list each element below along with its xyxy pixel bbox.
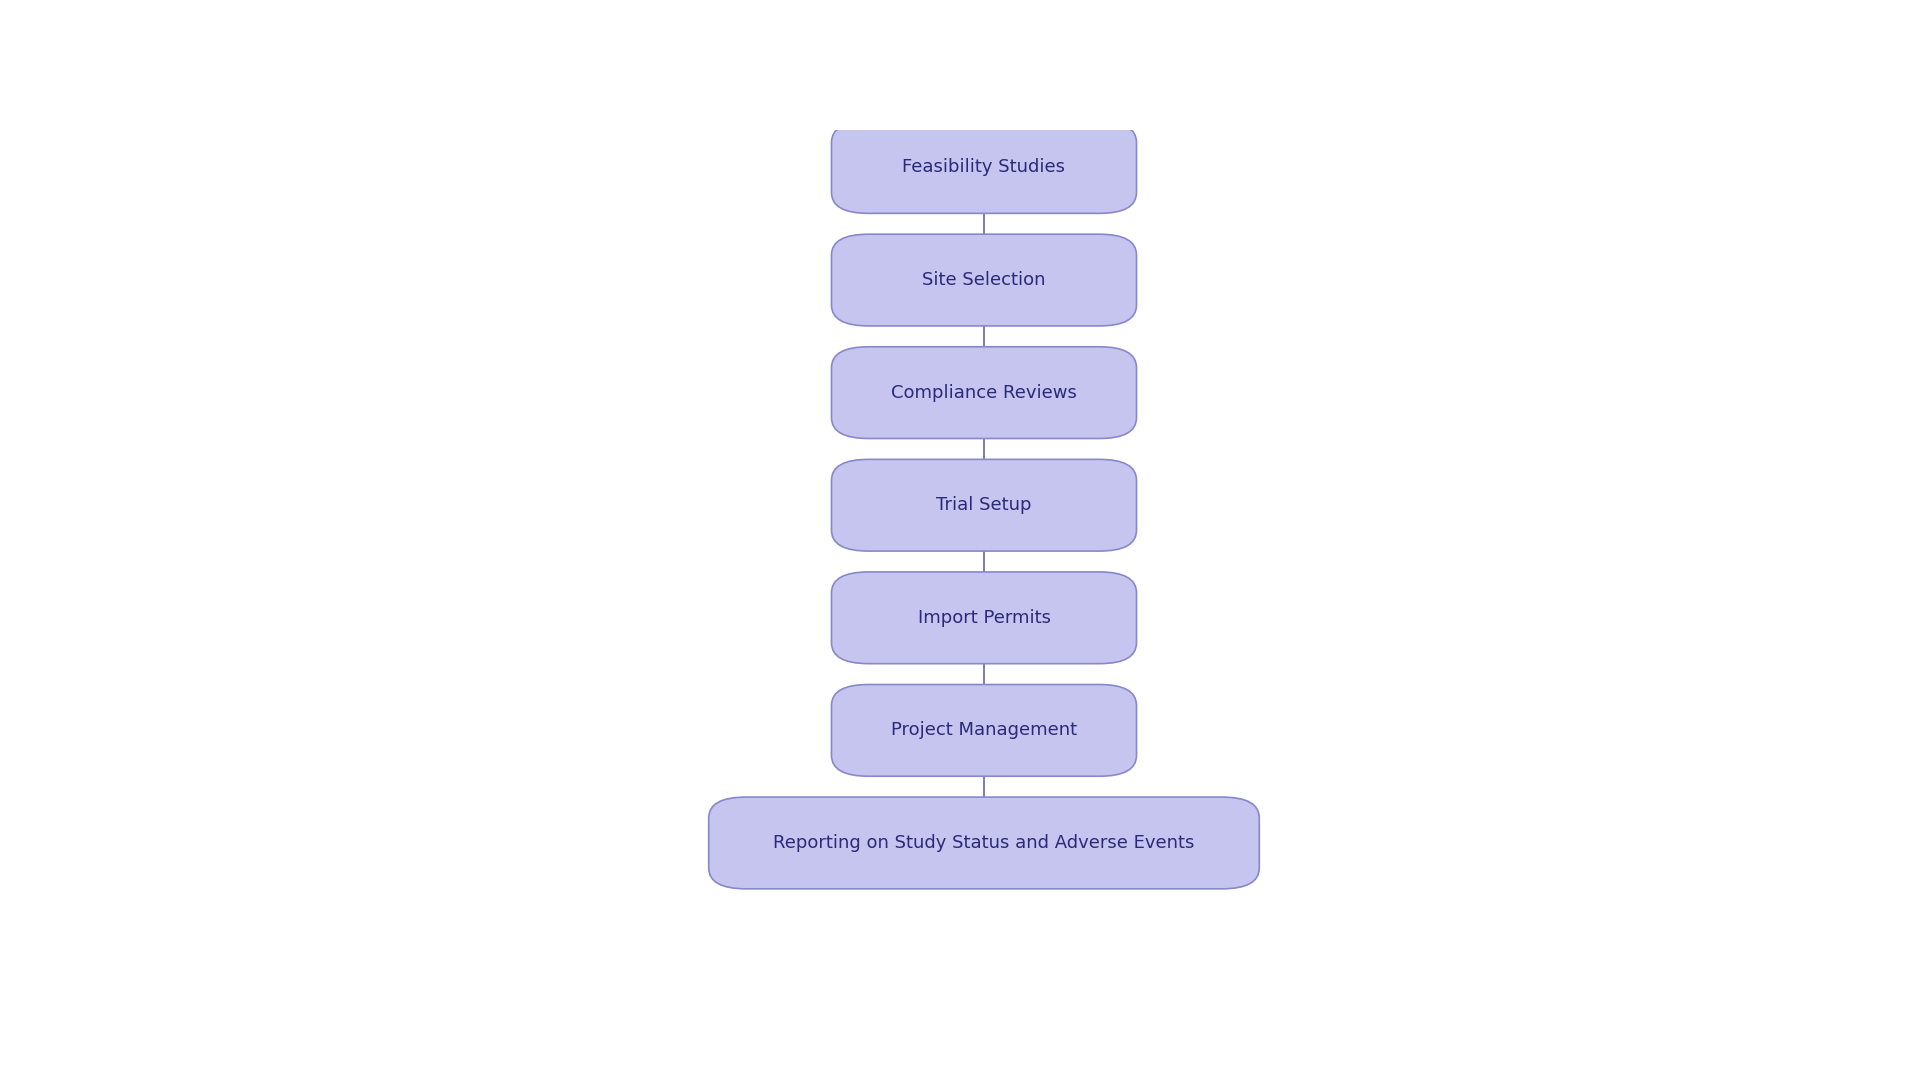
FancyBboxPatch shape: [831, 121, 1137, 213]
Text: Feasibility Studies: Feasibility Studies: [902, 158, 1066, 177]
Text: Compliance Reviews: Compliance Reviews: [891, 383, 1077, 402]
FancyBboxPatch shape: [831, 572, 1137, 664]
FancyBboxPatch shape: [831, 684, 1137, 777]
Text: Trial Setup: Trial Setup: [937, 496, 1031, 514]
Text: Project Management: Project Management: [891, 721, 1077, 740]
FancyBboxPatch shape: [831, 347, 1137, 439]
Text: Site Selection: Site Selection: [922, 271, 1046, 289]
Text: Reporting on Study Status and Adverse Events: Reporting on Study Status and Adverse Ev…: [774, 834, 1194, 852]
FancyBboxPatch shape: [831, 234, 1137, 326]
FancyBboxPatch shape: [831, 459, 1137, 551]
FancyBboxPatch shape: [708, 797, 1260, 889]
Text: Import Permits: Import Permits: [918, 609, 1050, 627]
